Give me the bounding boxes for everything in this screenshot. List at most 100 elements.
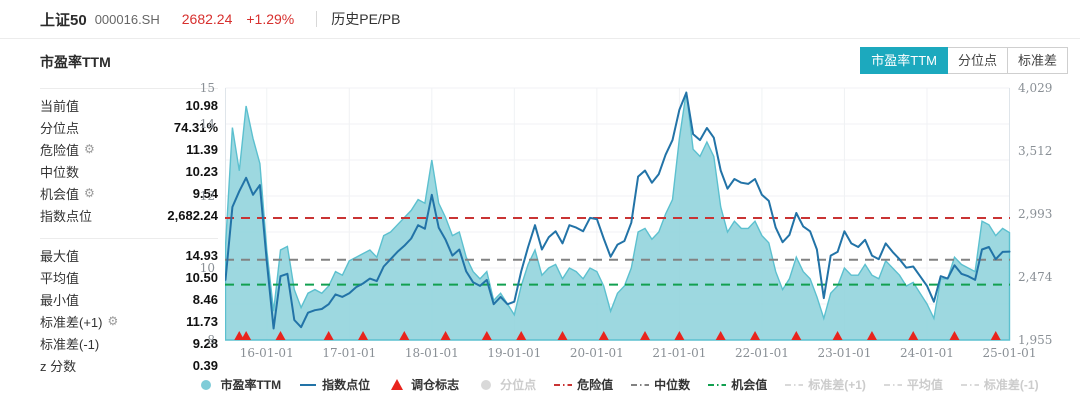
rebalance-marker-icon[interactable] — [715, 331, 726, 340]
y-axis-right-tick: 3,512 — [1018, 144, 1053, 158]
stat-label: 平均值 — [40, 270, 80, 286]
y-axis-left-tick: 8 — [207, 333, 215, 347]
stat-label: 机会值 — [40, 186, 80, 202]
x-axis-tick: 18-01-01 — [404, 346, 459, 360]
rebalance-marker-icon[interactable] — [234, 331, 245, 340]
rebalance-marker-icon[interactable] — [481, 331, 492, 340]
stat-value: 74.31% — [173, 119, 218, 135]
gear-icon[interactable]: ⚙ — [84, 142, 95, 156]
index-line-series[interactable] — [225, 91, 1011, 330]
rebalance-marker-icon[interactable] — [358, 331, 369, 340]
triangle-legend-icon — [391, 378, 404, 390]
stat-value: 9.28 — [192, 335, 218, 351]
x-axis-tick: 17-01-01 — [322, 346, 377, 360]
dashdot-legend-icon — [785, 383, 804, 386]
y-axis-left-tick: 10 — [199, 261, 215, 275]
rebalance-marker-icon[interactable] — [750, 331, 761, 340]
stat-row: 最小值 8.46 — [40, 288, 218, 310]
line-legend-icon — [300, 383, 317, 386]
x-axis-tick: 24-01-01 — [900, 346, 954, 360]
rebalance-marker-icon[interactable] — [990, 331, 1001, 340]
gear-icon[interactable]: ⚙ — [84, 186, 95, 200]
rebalance-marker-icon[interactable] — [440, 331, 451, 340]
pe-chart-canvas[interactable] — [225, 86, 1011, 342]
legend-item[interactable]: 分位点 — [477, 376, 536, 393]
gear-icon[interactable]: ⚙ — [107, 314, 119, 328]
legend-label: 指数点位 — [322, 378, 371, 392]
stat-label: 中位数 — [40, 164, 80, 180]
legend-label: 市盈率TTM — [220, 378, 282, 392]
legend-label: 平均值 — [906, 378, 943, 392]
legend-label: 分位点 — [500, 378, 537, 392]
page-title: 市盈率TTM — [40, 54, 111, 70]
dashdot-legend-icon — [554, 383, 573, 386]
index-change-percent: +1.29% — [246, 11, 295, 27]
x-axis-tick: 22-01-01 — [734, 346, 789, 360]
legend-item[interactable]: 市盈率TTM — [197, 376, 281, 393]
stat-label: 当前值 — [40, 98, 80, 114]
stat-row: 标准差(+1) ⚙ 11.73 — [40, 310, 218, 332]
nav-history-pe-pb[interactable]: 历史PE/PB — [331, 11, 401, 27]
legend-item[interactable]: 危险值 — [554, 376, 613, 393]
pe-ttm-area-series[interactable] — [225, 91, 1011, 341]
legend-item[interactable]: 调仓标志 — [388, 376, 459, 393]
legend-item[interactable]: 指数点位 — [299, 376, 370, 393]
index-name: 上证50 — [40, 11, 87, 29]
legend-item[interactable]: 平均值 — [883, 376, 943, 393]
legend-item[interactable]: 机会值 — [708, 376, 767, 393]
rebalance-marker-icon[interactable] — [949, 331, 960, 340]
rebalance-marker-icon[interactable] — [674, 331, 685, 340]
tab-2[interactable]: 标准差 — [1007, 47, 1068, 74]
legend-label: 危险值 — [577, 378, 614, 392]
stat-value: 10.50 — [185, 269, 218, 285]
x-axis-tick: 16-01-01 — [239, 346, 294, 360]
stat-row: z 分数 0.39 — [40, 354, 218, 376]
y-axis-right-tick: 2,993 — [1018, 207, 1053, 221]
rebalance-marker-icon[interactable] — [866, 331, 877, 340]
stat-row: 机会值 ⚙ 9.54 — [40, 182, 218, 204]
stat-value: 11.39 — [186, 141, 218, 157]
y-axis-left-tick: 12 — [199, 189, 215, 203]
x-axis-tick: 25-01-01 — [982, 346, 1037, 360]
stat-label: z 分数 — [40, 358, 77, 374]
dashdot-legend-icon — [960, 383, 979, 386]
tab-0-active[interactable]: 市盈率TTM — [860, 47, 948, 74]
stat-label: 最大值 — [40, 248, 80, 264]
stat-value: 14.93 — [185, 247, 218, 263]
rebalance-marker-icon[interactable] — [241, 331, 252, 340]
stat-group: 当前值 10.98 分位点 74.31% 危险值 ⚙ 11.39 中位数 10.23 机会值 ⚙ 9.… — [40, 88, 218, 226]
rebalance-marker-icon[interactable] — [908, 331, 919, 340]
x-axis-tick: 23-01-01 — [817, 346, 872, 360]
stat-label: 标准差(-1) — [40, 336, 100, 352]
rebalance-marker-icon[interactable] — [557, 331, 568, 340]
stat-label: 危险值 — [40, 142, 80, 158]
legend-label: 标准差(-1) — [983, 378, 1039, 392]
legend-label: 调仓标志 — [411, 378, 460, 392]
stat-group: 最大值 14.93 平均值 10.50 最小值 8.46 标准差(+1) ⚙ 11.73 标准差(… — [40, 238, 218, 376]
legend-item[interactable]: 标准差(+1) — [785, 376, 866, 393]
rebalance-marker-icon[interactable] — [832, 331, 843, 340]
x-axis-tick: 20-01-01 — [569, 346, 624, 360]
stat-row: 平均值 10.50 — [40, 266, 218, 288]
rebalance-marker-icon[interactable] — [275, 331, 286, 340]
rebalance-marker-icon[interactable] — [323, 331, 334, 340]
stat-label: 最小值 — [40, 292, 80, 308]
legend-item[interactable]: 标准差(-1) — [960, 376, 1039, 393]
x-axis-tick: 19-01-01 — [487, 346, 542, 360]
rebalance-marker-icon[interactable] — [598, 331, 609, 340]
tab-1[interactable]: 分位点 — [947, 47, 1008, 74]
stats-panel: 当前值 10.98 分位点 74.31% 危险值 ⚙ 11.39 中位数 10.23 机会值 ⚙ 9.… — [40, 88, 218, 388]
rebalance-marker-icon[interactable] — [640, 331, 651, 340]
stat-value: 9.54 — [192, 185, 218, 201]
x-axis-tick: 21-01-01 — [652, 346, 707, 360]
rebalance-marker-icon[interactable] — [791, 331, 802, 340]
legend-label: 机会值 — [731, 378, 768, 392]
legend-item[interactable]: 中位数 — [631, 376, 690, 393]
stat-row: 标准差(-1) 9.28 — [40, 332, 218, 354]
stat-label: 分位点 — [40, 120, 80, 136]
rebalance-marker-icon[interactable] — [399, 331, 410, 340]
rebalance-marker-icon[interactable] — [516, 331, 527, 340]
stat-row: 危险值 ⚙ 11.39 — [40, 138, 218, 160]
y-axis-left-tick: 15 — [199, 81, 215, 95]
